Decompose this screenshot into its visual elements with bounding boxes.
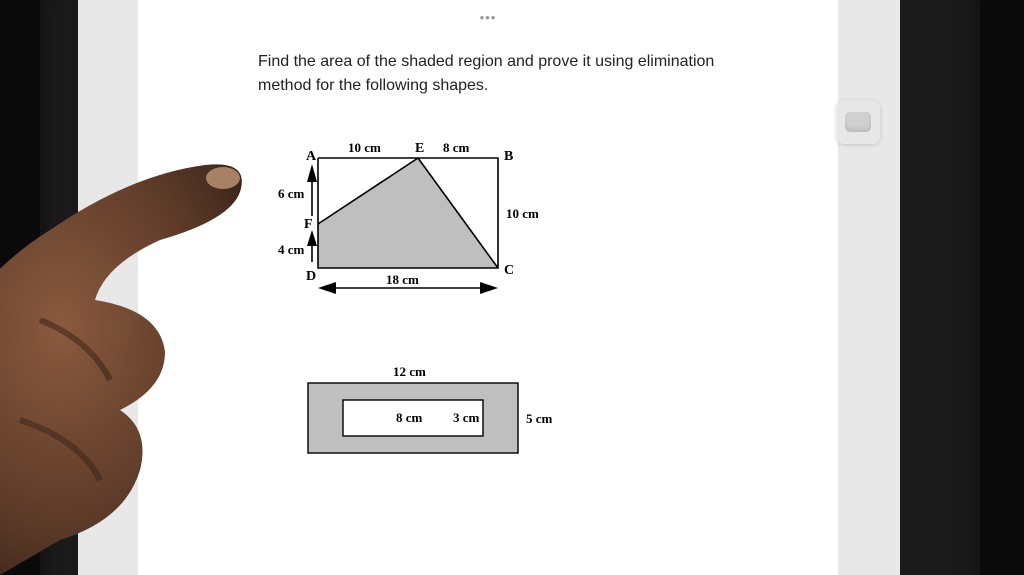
shaded-region-1 — [318, 158, 498, 268]
vertex-F: F — [304, 217, 313, 232]
dim-outer-w: 12 cm — [393, 364, 426, 379]
dim-inner-h: 3 cm — [453, 410, 480, 425]
dim-BC: 10 cm — [506, 206, 538, 221]
vertex-A: A — [306, 149, 317, 164]
dim-inner-w: 8 cm — [396, 410, 423, 425]
question-line-2: method for the following shapes. — [258, 77, 488, 94]
dim-FD: 4 cm — [278, 242, 305, 257]
vertex-B: B — [504, 149, 513, 164]
dim-EB: 8 cm — [443, 140, 470, 155]
dim-FD-arrow — [307, 230, 317, 262]
dim-DC: 18 cm — [386, 272, 419, 287]
vertex-D: D — [306, 269, 316, 284]
dim-outer-h: 5 cm — [526, 411, 553, 426]
dim-DC-group: 18 cm — [318, 272, 498, 294]
figure-1-trapezoid-shaded: A E B C D F 10 cm 8 cm 10 cm 6 cm 4 cm 1… — [278, 128, 538, 338]
figure-2-nested-rect: 12 cm 5 cm 8 cm 3 cm — [288, 358, 568, 468]
tablet-screen: ••• Find the area of the shaded region a… — [78, 0, 900, 575]
question-text: Find the area of the shaded region and p… — [258, 50, 808, 98]
dim-AE: 10 cm — [348, 140, 381, 155]
vertex-C: C — [504, 263, 514, 278]
dim-AF-arrow — [307, 164, 317, 216]
question-line-1: Find the area of the shaded region and p… — [258, 53, 714, 70]
page-ellipsis: ••• — [480, 10, 497, 25]
dim-AF: 6 cm — [278, 186, 305, 201]
document-page: ••• Find the area of the shaded region a… — [138, 0, 838, 575]
vertex-E: E — [415, 141, 424, 156]
floating-widget[interactable] — [836, 100, 880, 144]
